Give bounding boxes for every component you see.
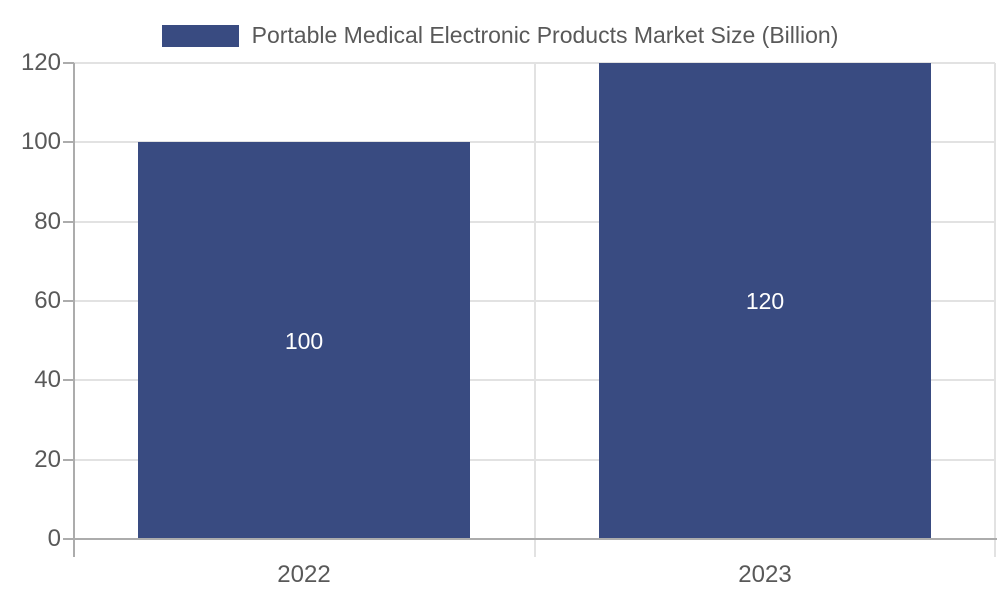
bar-2022[interactable] [138,142,470,539]
legend-label: Portable Medical Electronic Products Mar… [251,22,839,48]
bar-value-label-2023: 120 [745,288,785,314]
y-tick-label-60: 60 [34,287,61,314]
y-tick-label-100: 100 [20,128,61,155]
y-axis-tick-40 [63,379,74,382]
x-tick-label-2023: 2023 [738,561,792,588]
bar-value-label-2022: 100 [284,328,324,354]
legend[interactable]: Portable Medical Electronic Products Mar… [0,22,1000,49]
bar-2023[interactable] [599,63,931,539]
v-gridline-1 [533,63,536,557]
y-axis-tick-100 [63,141,74,144]
legend-swatch [161,24,239,47]
y-tick-label-0: 0 [47,525,61,552]
y-axis-line [73,63,75,557]
x-axis-line [63,538,997,540]
y-tick-label-40: 40 [34,366,61,393]
y-tick-label-20: 20 [34,446,61,473]
y-tick-label-80: 80 [34,208,61,235]
x-tick-label-2022: 2022 [277,561,331,588]
y-axis-tick-120 [63,62,74,64]
y-axis-tick-80 [63,220,74,223]
v-gridline-2 [994,63,996,557]
y-axis-tick-20 [63,458,74,461]
y-axis-tick-0 [63,538,74,540]
y-axis-tick-60 [63,300,74,302]
y-tick-label-120: 120 [20,49,61,76]
